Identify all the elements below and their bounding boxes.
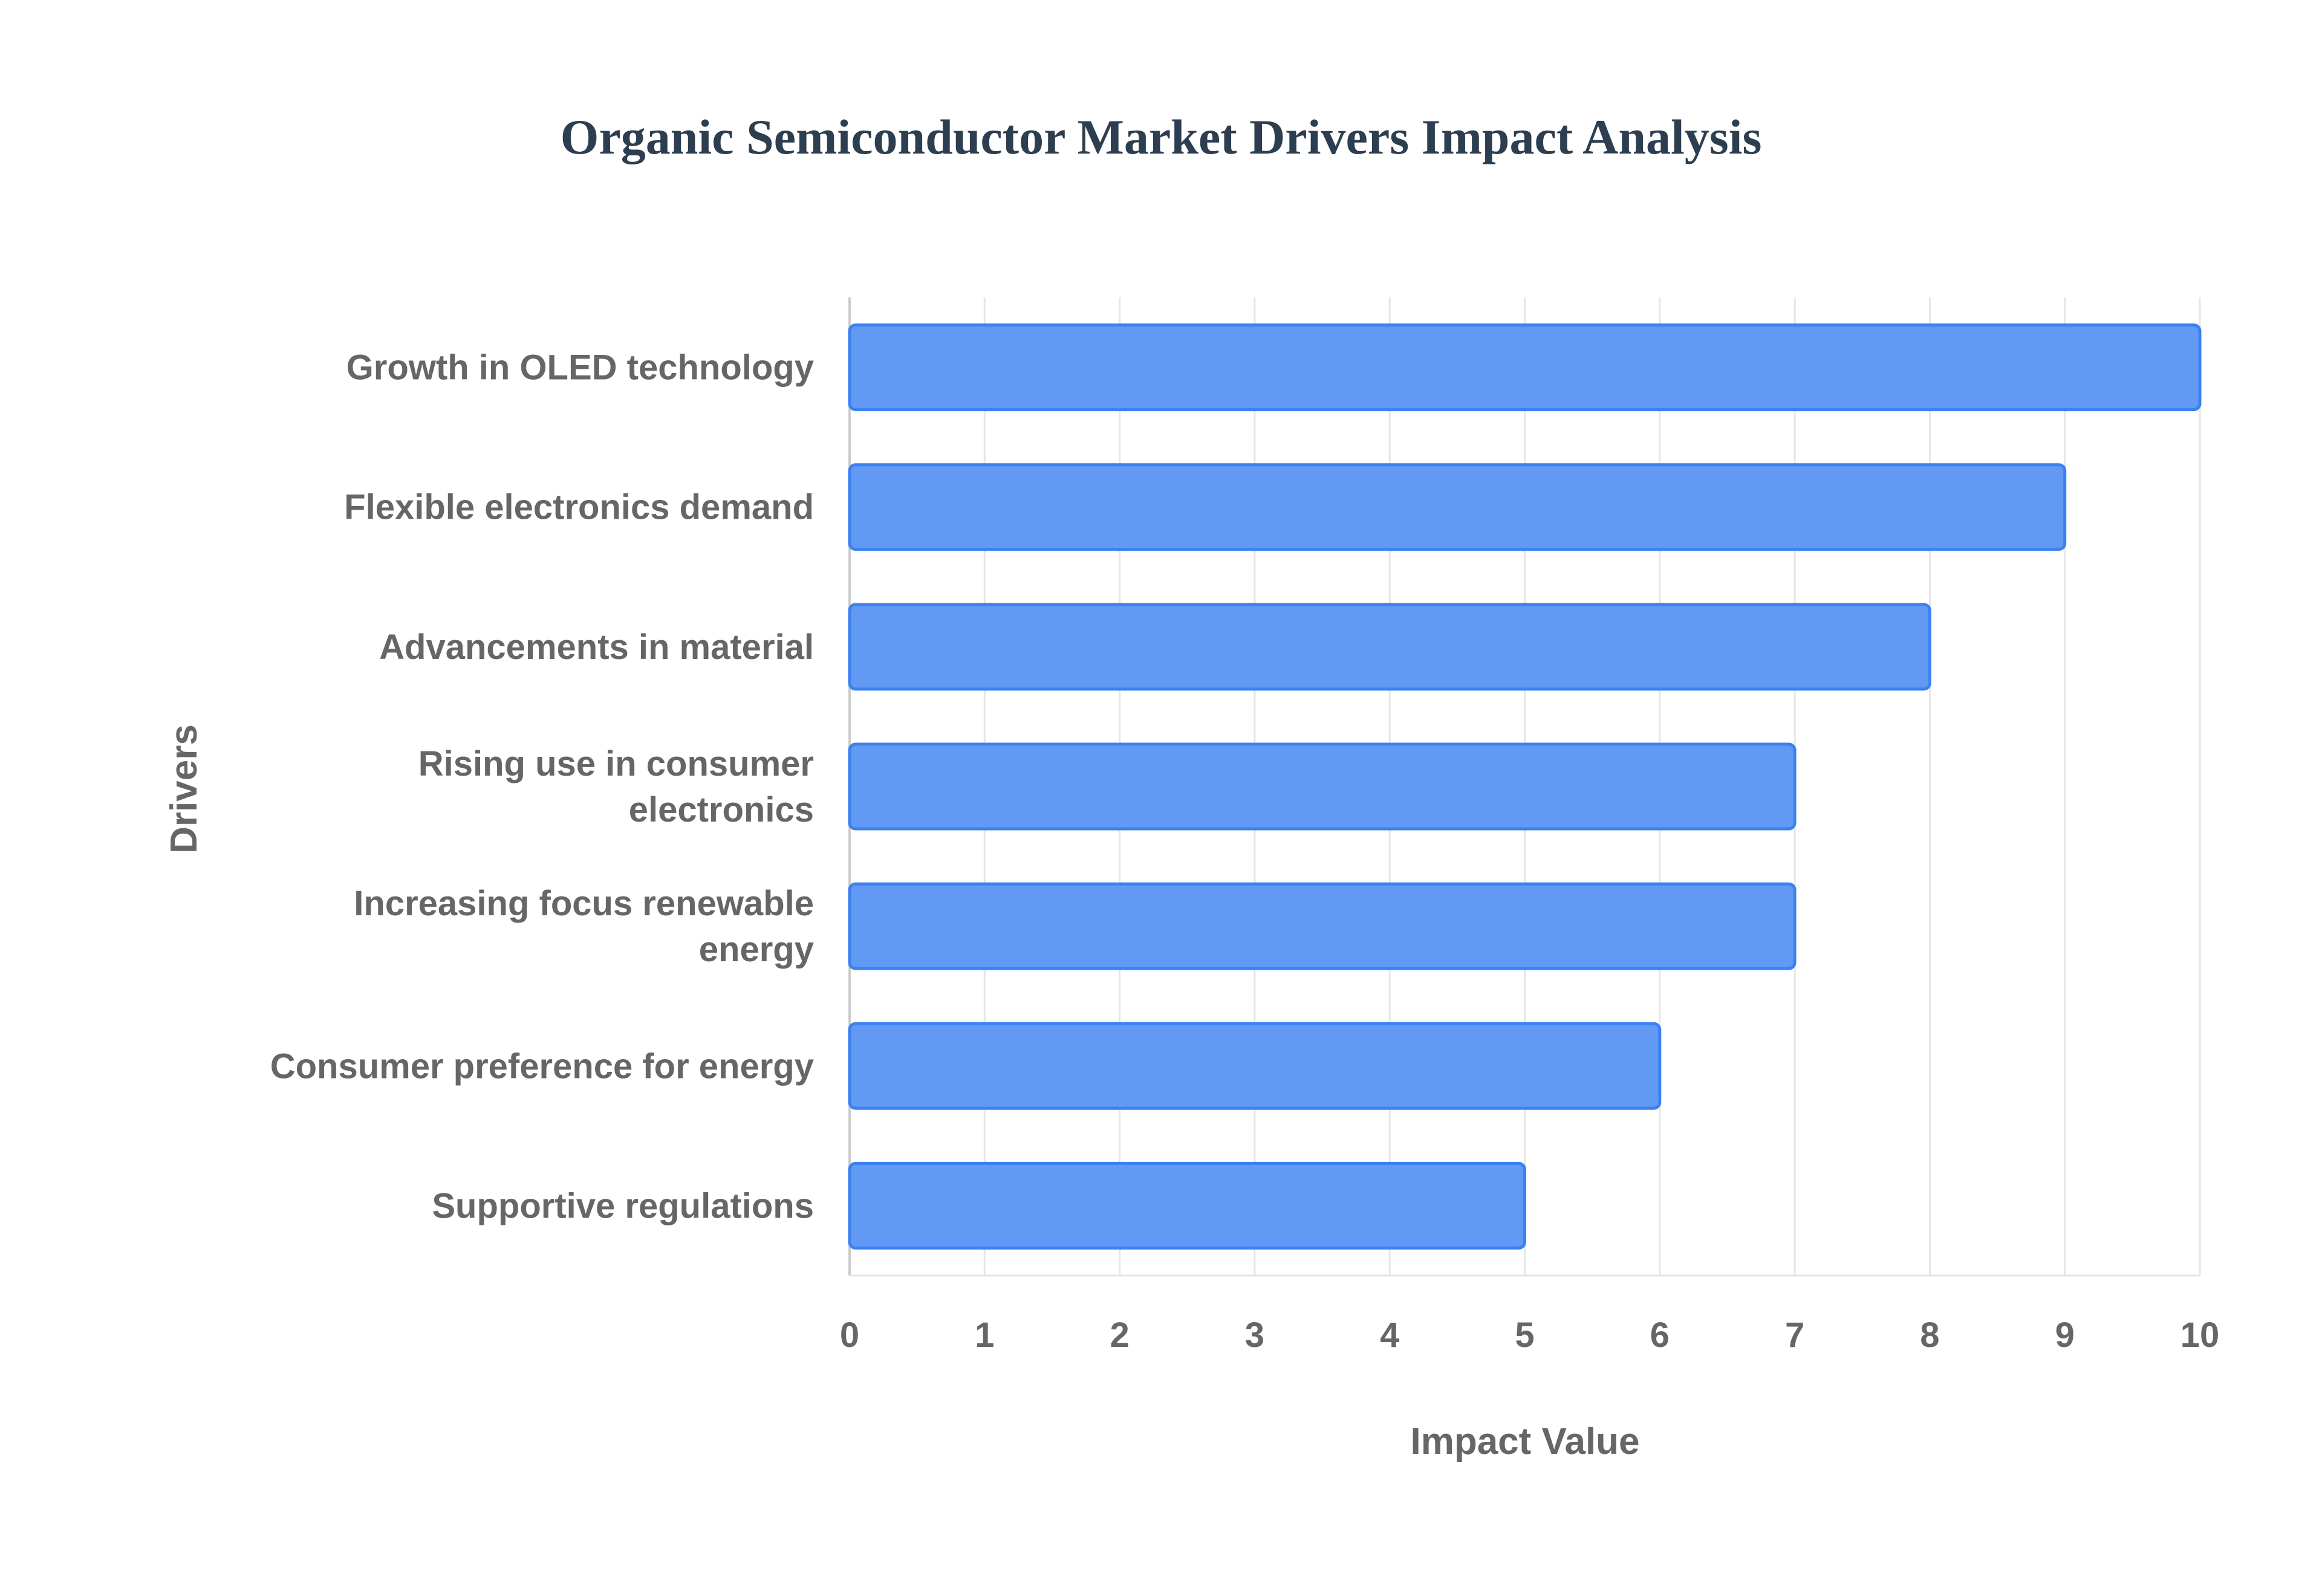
- category-label: energy: [699, 930, 814, 969]
- y-axis-title: Drivers: [163, 724, 205, 854]
- bar[interactable]: [848, 323, 2202, 412]
- x-axis-title: Impact Value: [1410, 1421, 1639, 1462]
- x-tick-labels: 0 1 2 3 4 5 6 7 8 9 10: [840, 1315, 2219, 1355]
- category-label: Growth in OLED technology: [346, 348, 814, 388]
- bar[interactable]: [848, 1022, 1662, 1110]
- bar[interactable]: [848, 742, 1797, 831]
- category-label: electronics: [629, 790, 814, 829]
- x-tick-label: 5: [1515, 1315, 1534, 1355]
- category-label: Consumer preference for energy: [270, 1046, 814, 1086]
- category-label: Flexible electronics demand: [344, 488, 814, 527]
- category-label: Advancements in material: [379, 628, 814, 667]
- category-labels: Growth in OLED technology Flexible electr…: [270, 348, 814, 1226]
- category-label: Supportive regulations: [432, 1186, 814, 1225]
- x-tick-label: 3: [1245, 1315, 1264, 1355]
- x-tick-label: 10: [2181, 1315, 2220, 1355]
- category-label: Rising use in consumer: [418, 744, 814, 783]
- bar[interactable]: [848, 603, 1931, 691]
- x-tick-label: 2: [1110, 1315, 1129, 1355]
- x-tick-label: 9: [2055, 1315, 2075, 1355]
- bars: [848, 323, 2202, 1250]
- x-tick-label: 6: [1650, 1315, 1670, 1355]
- x-tick-label: 4: [1380, 1315, 1399, 1355]
- x-tick-label: 7: [1785, 1315, 1804, 1355]
- x-tick-label: 8: [1920, 1315, 1939, 1355]
- x-tick-label: 1: [975, 1315, 994, 1355]
- bar[interactable]: [848, 463, 2067, 551]
- bar[interactable]: [848, 882, 1797, 970]
- x-tick-label: 0: [840, 1315, 859, 1355]
- bar[interactable]: [848, 1161, 1526, 1250]
- chart-title: Organic Semiconductor Market Drivers Imp…: [560, 109, 1762, 164]
- category-label: Increasing focus renewable: [354, 884, 814, 923]
